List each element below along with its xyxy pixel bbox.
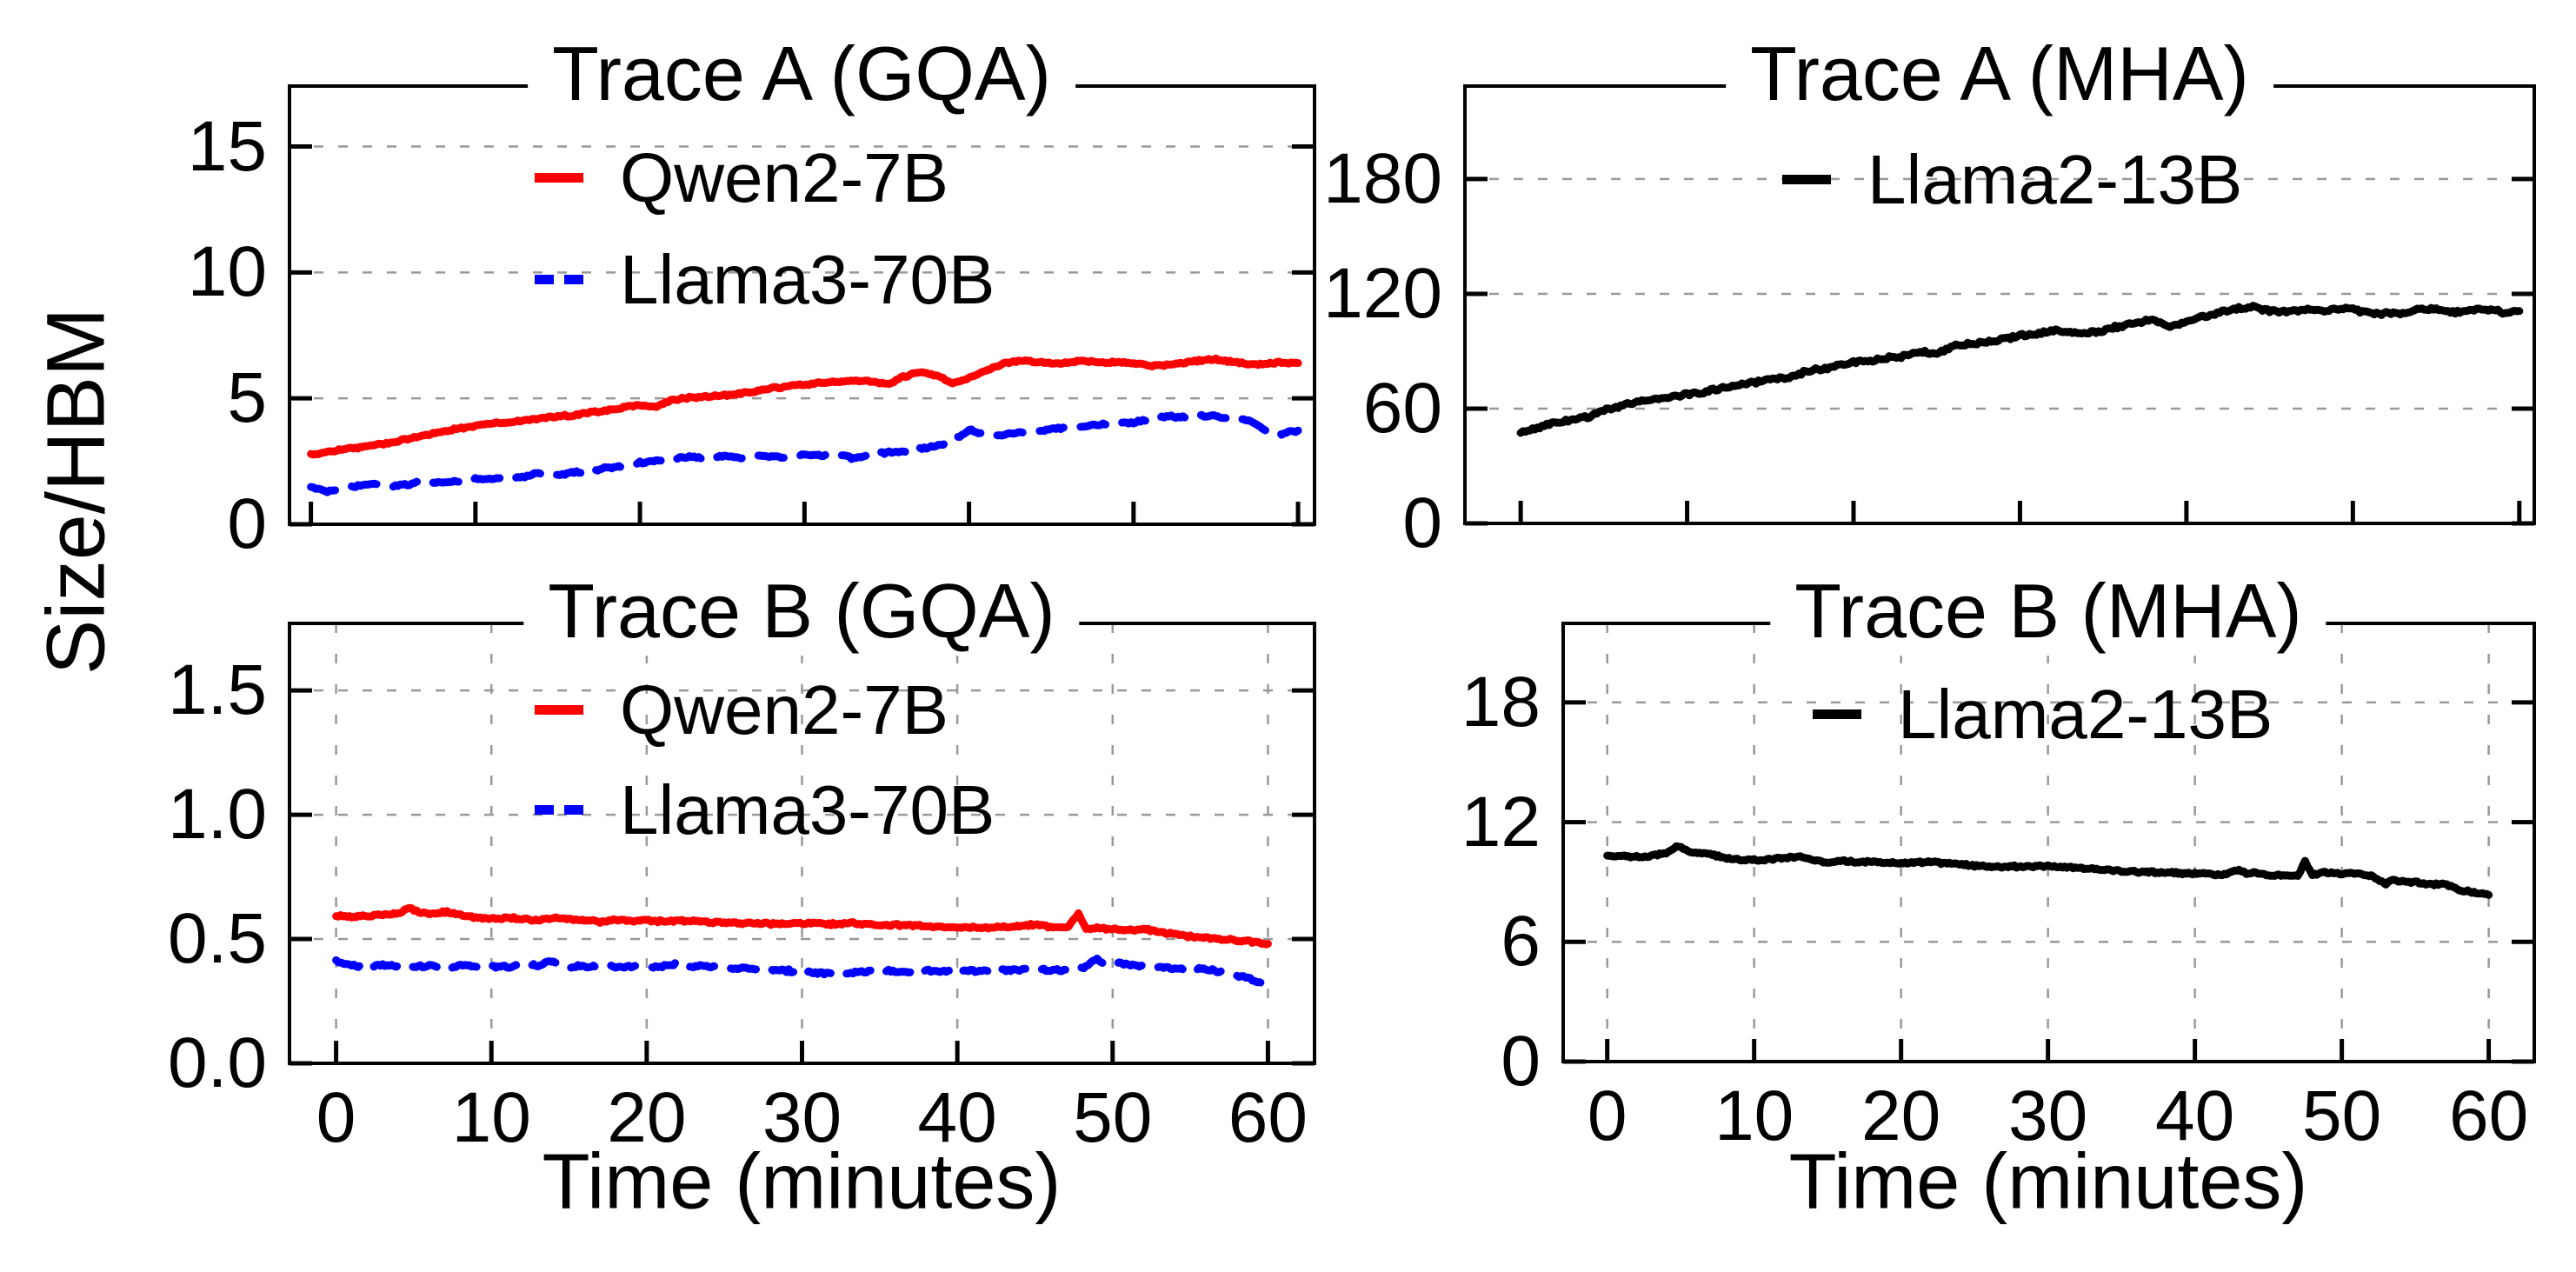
series-line-llama3-70b <box>307 410 1302 496</box>
x-axis-label-right: Time (minutes) <box>1788 1138 2308 1226</box>
y-tick-label: 10 <box>187 232 267 312</box>
y-tick-label: 1.0 <box>168 775 267 855</box>
x-tick-label: 60 <box>2449 1076 2529 1155</box>
legend-line-sample-llama3-70b <box>535 805 583 815</box>
subplot-trace-b-gqa <box>288 622 1316 1066</box>
subplot-title-trace-b-gqa: Trace B (GQA) <box>523 567 1080 656</box>
legend-label: Llama2-13B <box>1867 141 2243 218</box>
y-tick-label: 18 <box>1461 662 1541 742</box>
x-axis-label-left: Time (minutes) <box>542 1138 1062 1226</box>
x-tick-label: 50 <box>2302 1076 2382 1155</box>
subplot-title-trace-b-mha: Trace B (MHA) <box>1770 567 2326 656</box>
x-tick-label: 40 <box>917 1078 997 1157</box>
y-axis-label: Size/HBM <box>30 307 123 676</box>
x-tick-label: 30 <box>762 1078 842 1157</box>
y-tick-label: 6 <box>1501 902 1541 982</box>
x-tick-label: 40 <box>2155 1076 2235 1155</box>
series-line-qwen2-7b <box>307 354 1302 459</box>
legend-line-sample-qwen2-7b <box>535 173 583 183</box>
y-tick-label: 0 <box>227 484 267 563</box>
x-tick-label: 30 <box>2008 1076 2088 1155</box>
y-tick-label: 0.5 <box>168 899 267 979</box>
subplot-title-trace-a-mha: Trace A (MHA) <box>1726 30 2273 118</box>
y-tick-label: 180 <box>1323 138 1442 218</box>
y-tick-label: 0 <box>1402 483 1442 563</box>
y-tick-label: 60 <box>1362 368 1442 448</box>
series-line-llama2-13b <box>1516 302 2524 437</box>
legend-label: Qwen2-7B <box>620 671 949 749</box>
x-tick-label: 10 <box>451 1078 531 1157</box>
series-line-qwen2-7b <box>332 903 1272 949</box>
y-tick-label: 120 <box>1323 253 1442 333</box>
legend-line-sample-llama2-13b <box>1782 175 1831 184</box>
series-line-llama3-70b <box>332 955 1272 989</box>
x-tick-label: 10 <box>1714 1076 1794 1155</box>
x-tick-label: 0 <box>316 1078 356 1157</box>
x-tick-label: 0 <box>1587 1076 1627 1155</box>
x-tick-label: 60 <box>1228 1078 1308 1157</box>
legend-label: Llama3-70B <box>620 241 995 318</box>
y-tick-label: 1.5 <box>168 650 267 730</box>
subplot-trace-a-gqa <box>288 84 1316 527</box>
y-tick-label: 0.0 <box>168 1023 267 1102</box>
legend-line-sample-llama2-13b <box>1813 709 1861 719</box>
legend-line-sample-qwen2-7b <box>535 705 583 715</box>
legend-label: Llama3-70B <box>620 771 995 849</box>
x-tick-label: 20 <box>607 1078 687 1157</box>
legend-label: Llama2-13B <box>1898 676 2273 753</box>
series-line-llama2-13b <box>1603 842 2493 899</box>
x-tick-label: 20 <box>1861 1076 1941 1155</box>
subplot-title-trace-a-gqa: Trace A (GQA) <box>528 30 1075 118</box>
x-tick-label: 50 <box>1073 1078 1153 1157</box>
y-tick-label: 15 <box>187 106 267 186</box>
legend-line-sample-llama3-70b <box>535 275 583 284</box>
legend-label: Qwen2-7B <box>620 139 949 216</box>
y-tick-label: 5 <box>227 358 267 438</box>
y-tick-label: 0 <box>1501 1022 1541 1101</box>
y-tick-label: 12 <box>1461 782 1541 862</box>
